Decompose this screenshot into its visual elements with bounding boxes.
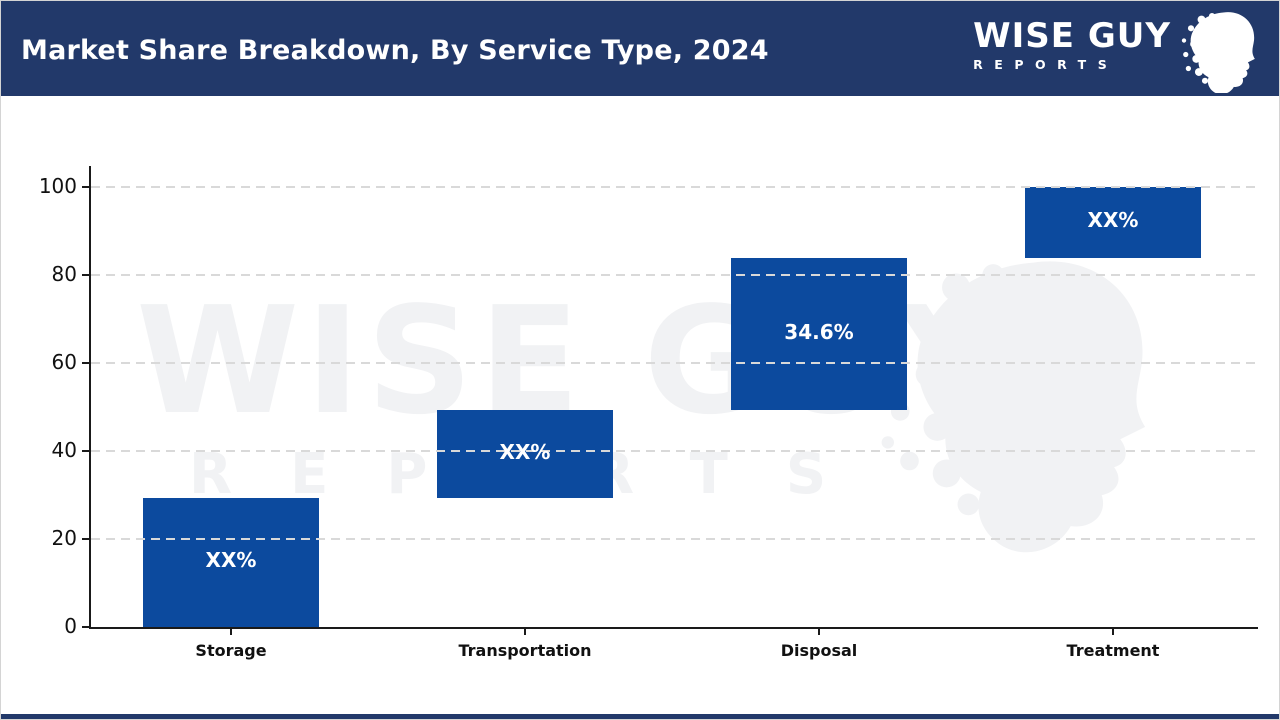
- gridline-100: [91, 186, 1256, 188]
- y-tick-label: 0: [64, 614, 77, 638]
- logo-reports-text: REPORTS: [973, 56, 1119, 72]
- gridline-80: [91, 274, 1256, 276]
- y-tick: [82, 186, 91, 188]
- wiseguy-face-icon: [1181, 12, 1255, 93]
- chart-title: Market Share Breakdown, By Service Type,…: [21, 35, 769, 66]
- bar-value-label: XX%: [205, 548, 257, 573]
- x-tick: [230, 628, 232, 635]
- x-tick-label-disposal: Disposal: [780, 641, 858, 660]
- bar-value-label: 34.6%: [784, 319, 854, 344]
- y-tick: [82, 362, 91, 364]
- y-tick-label: 100: [38, 174, 77, 198]
- watermark-face-icon: [873, 261, 1146, 553]
- y-tick: [82, 274, 91, 276]
- y-tick: [82, 626, 91, 628]
- x-tick-label-treatment: Treatment: [1066, 641, 1160, 660]
- bar-treatment: [1025, 187, 1201, 258]
- wiseguy-logo: WISE GUY REPORTS: [973, 7, 1263, 93]
- x-tick: [818, 628, 820, 635]
- gridline-40: [91, 450, 1256, 452]
- y-axis: [89, 166, 91, 629]
- y-tick-label: 40: [51, 438, 77, 462]
- gridline-60: [91, 362, 1256, 364]
- y-tick-label: 80: [51, 262, 77, 286]
- x-axis: [89, 627, 1258, 629]
- bar-value-label: XX%: [1087, 208, 1139, 233]
- gridline-20: [91, 538, 1256, 540]
- header-bar: Market Share Breakdown, By Service Type,…: [1, 1, 1279, 96]
- bar-value-label: XX%: [499, 439, 551, 464]
- bar-transportation: [437, 410, 613, 498]
- bar-storage: [143, 497, 319, 627]
- logo-wise-guy-text: WISE GUY: [973, 16, 1171, 56]
- y-tick: [82, 450, 91, 452]
- y-tick-label: 60: [51, 350, 77, 374]
- y-tick-label: 20: [51, 526, 77, 550]
- x-tick-label-storage: Storage: [195, 641, 267, 660]
- x-tick-label-transportation: Transportation: [458, 641, 592, 660]
- footer-bar: [1, 714, 1279, 719]
- y-tick: [82, 538, 91, 540]
- x-tick: [1112, 628, 1114, 635]
- bar-disposal: [731, 257, 907, 411]
- x-tick: [524, 628, 526, 635]
- wiseguy-logo-text: WISE GUY REPORTS: [973, 16, 1171, 72]
